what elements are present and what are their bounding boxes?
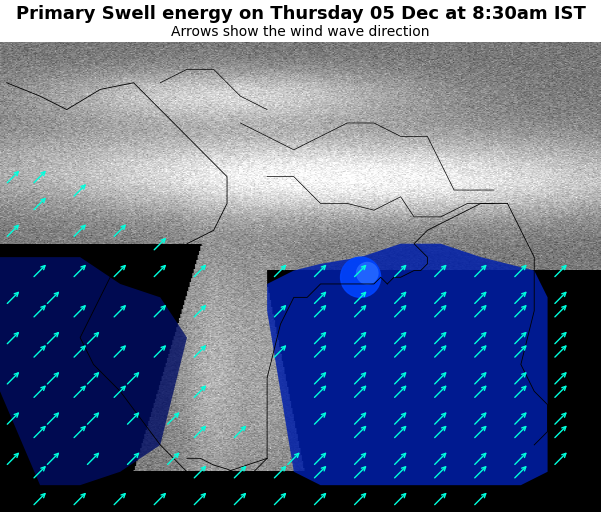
Polygon shape [7,42,601,270]
Text: Primary Swell energy on Thursday 05 Dec at 8:30am IST: Primary Swell energy on Thursday 05 Dec … [16,5,585,23]
Polygon shape [267,244,548,485]
Text: Arrows show the wind wave direction: Arrows show the wind wave direction [171,25,430,39]
Polygon shape [0,257,187,485]
Circle shape [341,257,380,297]
Circle shape [356,263,378,284]
